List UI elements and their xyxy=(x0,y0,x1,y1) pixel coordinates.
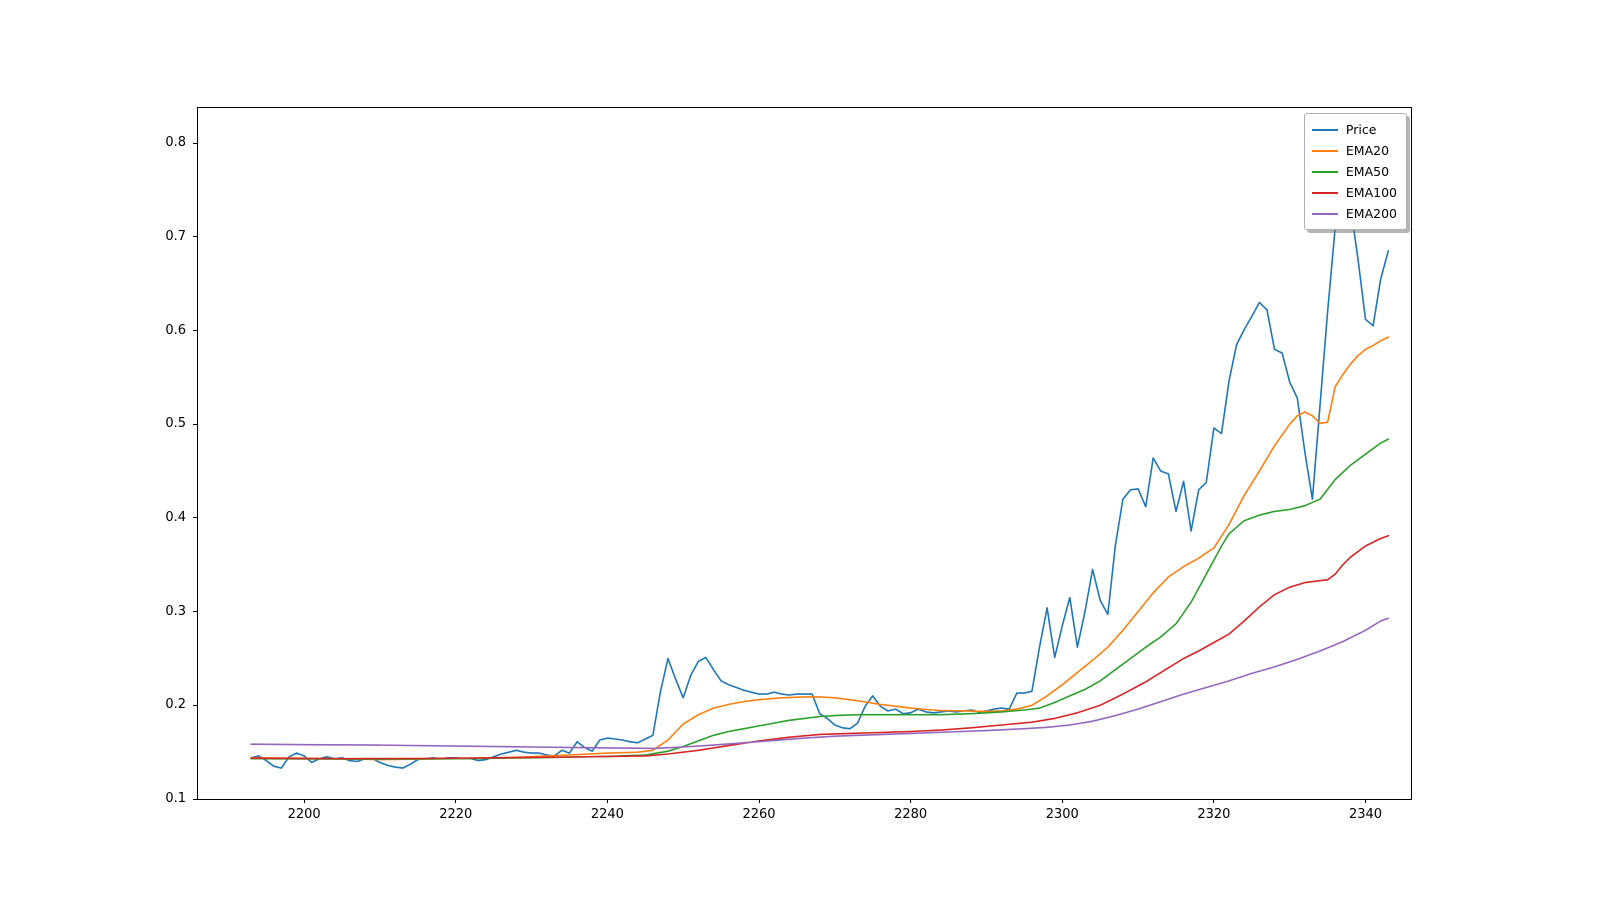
y-axis-tick xyxy=(193,517,197,519)
legend-swatch-ema20 xyxy=(1311,149,1338,152)
x-axis-tick xyxy=(758,799,760,803)
legend-label: EMA20 xyxy=(1345,143,1390,158)
x-axis-tick xyxy=(455,799,457,803)
y-axis-tick-label: 0.3 xyxy=(165,603,186,619)
plot-area: 2200 2220 2240 2260 2280 2300 2320 2340 0.1 0.2 0.… xyxy=(165,107,1412,822)
legend-label: EMA200 xyxy=(1345,206,1397,221)
y-axis-tick-label: 0.4 xyxy=(165,509,186,525)
y-axis-tick xyxy=(193,142,197,144)
x-axis-tick-label: 2220 xyxy=(439,807,473,822)
y-axis-tick xyxy=(193,330,197,332)
y-axis-tick-label: 0.2 xyxy=(165,697,186,713)
legend-swatch-ema100 xyxy=(1311,191,1338,194)
y-axis-tick-label: 0.6 xyxy=(165,322,186,338)
y-axis-tick xyxy=(193,611,197,613)
y-axis-tick xyxy=(193,236,197,238)
y-axis-tick xyxy=(193,704,197,706)
legend-label: EMA50 xyxy=(1345,164,1390,179)
x-axis-tick-label: 2280 xyxy=(894,807,928,822)
x-axis-tick-label: 2340 xyxy=(1348,807,1383,822)
x-axis-tick xyxy=(1365,799,1366,803)
chart-canvas xyxy=(250,193,1390,769)
legend: Price EMA20 EMA50 EMA100 EMA200 xyxy=(1303,113,1407,230)
y-axis-tick-label: 0.5 xyxy=(165,416,186,432)
legend-label: EMA100 xyxy=(1345,185,1397,200)
legend-swatch-price xyxy=(1311,128,1338,131)
legend-entry: EMA200 xyxy=(1311,203,1397,224)
legend-swatch-ema50 xyxy=(1311,170,1338,173)
y-axis-tick xyxy=(193,423,197,425)
x-axis-tick xyxy=(910,799,912,803)
legend-entry: EMA100 xyxy=(1311,182,1397,203)
legend-entry: Price xyxy=(1311,119,1397,140)
x-axis-tick xyxy=(1061,799,1063,803)
y-axis-tick-label: 0.7 xyxy=(165,228,186,244)
x-axis-tick xyxy=(303,799,305,803)
x-axis-tick-label: 2300 xyxy=(1045,807,1079,822)
x-axis-tick-label: 2260 xyxy=(742,807,776,822)
ema100-line xyxy=(250,534,1390,760)
legend-entry: EMA50 xyxy=(1311,161,1397,182)
y-axis-tick-label: 0.8 xyxy=(165,135,186,151)
x-axis-tick-label: 2320 xyxy=(1197,807,1231,822)
ema50-line xyxy=(250,438,1390,761)
ema20-line xyxy=(250,336,1390,761)
x-axis-tick-label: 2200 xyxy=(287,807,321,822)
y-axis-tick-label: 0.1 xyxy=(165,791,186,806)
x-axis-tick-label: 2240 xyxy=(590,807,624,822)
legend-swatch-ema200 xyxy=(1311,212,1338,215)
legend-label: Price xyxy=(1345,122,1377,137)
ema200-line xyxy=(250,617,1390,750)
x-axis-tick xyxy=(606,799,608,803)
x-axis-tick xyxy=(1213,799,1215,803)
legend-entry: EMA20 xyxy=(1311,140,1397,161)
y-axis-tick xyxy=(193,798,197,800)
price-line xyxy=(250,193,1390,769)
